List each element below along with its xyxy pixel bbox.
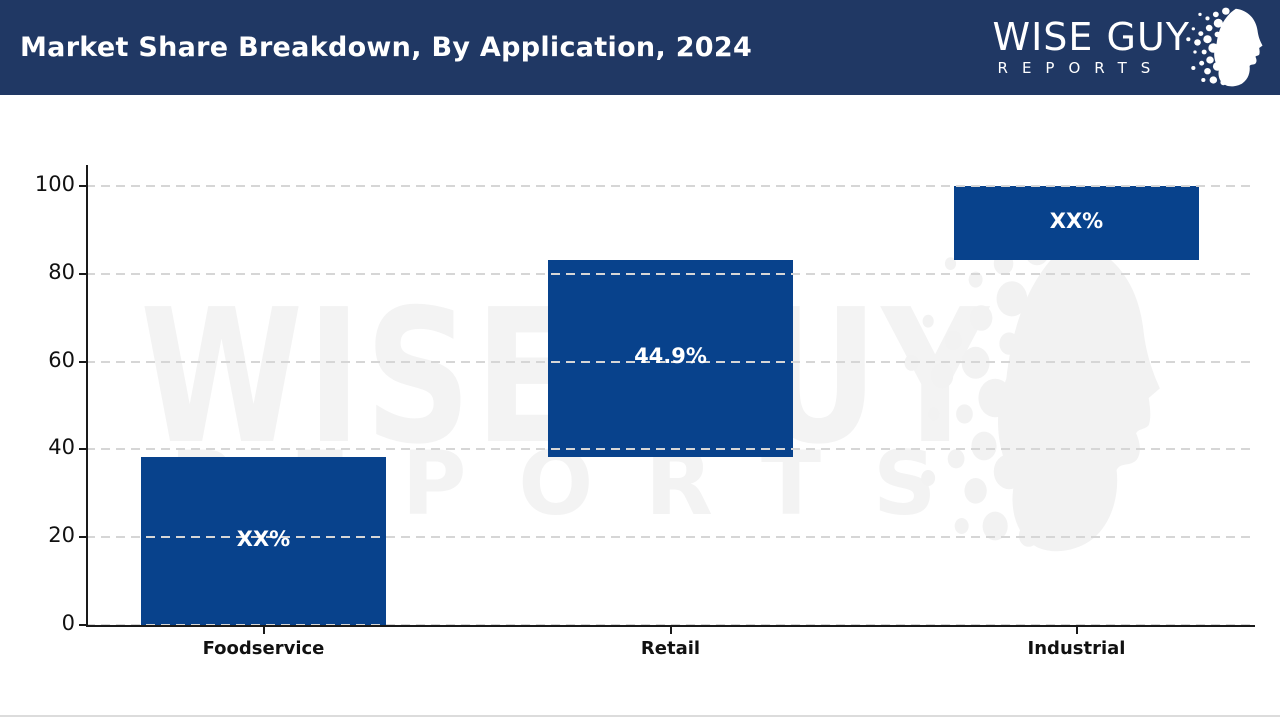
y-tick-label: 100 — [34, 172, 75, 196]
y-tick-label: 80 — [48, 259, 75, 284]
x-tick-label-industrial: Industrial — [1027, 638, 1126, 659]
gridline-y-100 — [86, 185, 1255, 187]
bottom-border-line — [0, 715, 1280, 717]
y-axis-line — [86, 165, 88, 627]
wiseguy-logo: WISE GUY REPORTS — [993, 4, 1280, 92]
y-tick-mark — [79, 448, 86, 451]
gridline-y-80 — [86, 272, 1255, 275]
y-tick-mark — [79, 272, 86, 275]
logo-sub-text: REPORTS — [997, 59, 1165, 77]
logo-brand-text: WISE GUY — [992, 15, 1190, 59]
logo-text-block: WISE GUY REPORTS — [993, 18, 1190, 77]
y-tick-mark — [79, 624, 86, 626]
bar-value-label-industrial: XX% — [1049, 208, 1104, 233]
y-tick-label: 40 — [48, 435, 75, 460]
wiseguy-face-logo-icon — [1186, 7, 1263, 86]
bar-value-label-retail: 44.9% — [634, 344, 707, 369]
x-tick-label-retail: Retail — [640, 638, 701, 659]
y-tick-label: 0 — [61, 611, 75, 635]
y-tick-mark — [79, 185, 86, 187]
gridline-y-60 — [86, 360, 1255, 363]
y-tick-mark — [79, 536, 86, 539]
gridline-y-20 — [86, 536, 1255, 539]
x-tick-mark — [262, 627, 265, 634]
y-tick-label: 20 — [48, 523, 75, 548]
bar-foodservice — [141, 456, 386, 625]
x-tick-mark — [1075, 627, 1078, 634]
x-tick-label-foodservice: Foodservice — [202, 638, 325, 659]
header-band: Market Share Breakdown, By Application, … — [0, 0, 1280, 95]
chart-title: Market Share Breakdown, By Application, … — [20, 32, 753, 63]
bar-value-label-foodservice: XX% — [236, 526, 291, 551]
gridline-y-40 — [86, 448, 1255, 451]
y-tick-label: 60 — [48, 347, 75, 372]
x-axis-line — [86, 625, 1255, 627]
y-tick-mark — [79, 360, 86, 363]
x-tick-mark — [669, 627, 672, 634]
bar-retail — [548, 259, 793, 457]
